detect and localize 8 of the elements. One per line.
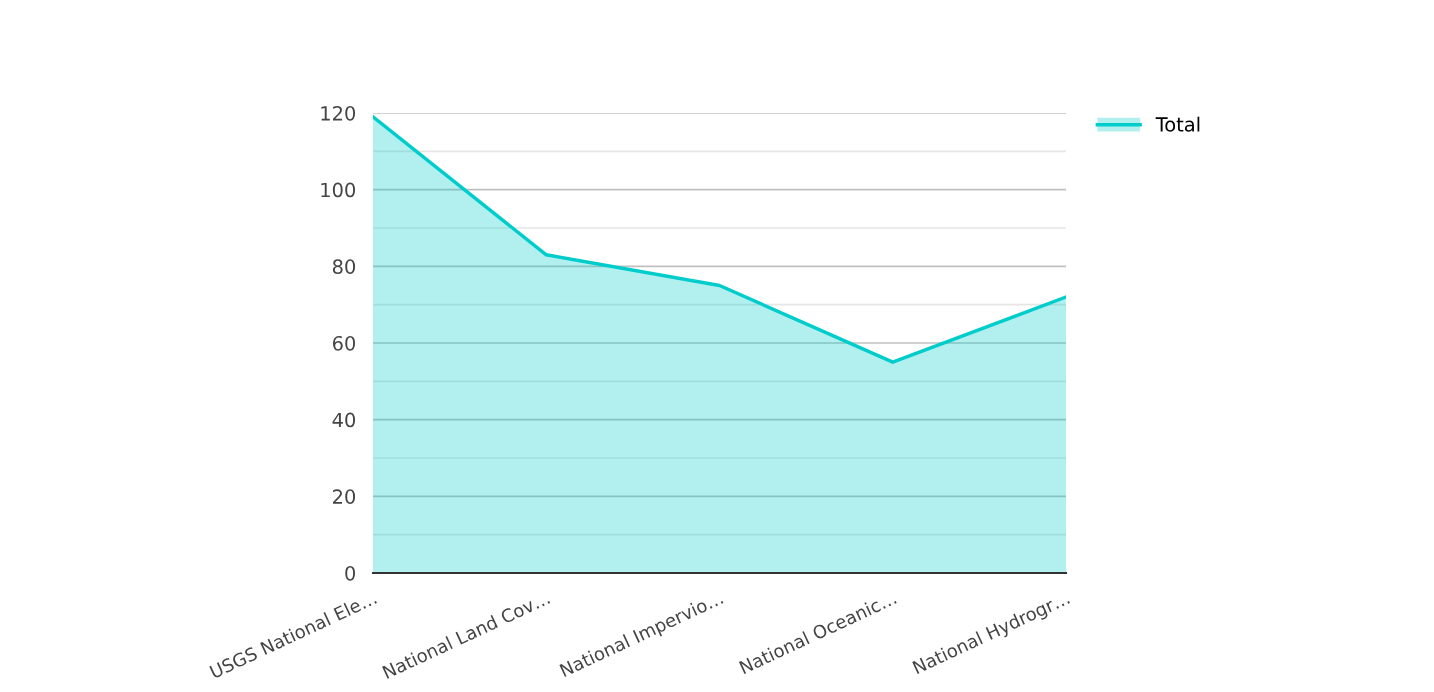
y-tick-label: 20 [333, 489, 356, 504]
y-tick-label: 120 [321, 105, 356, 121]
y-tick-label: 40 [332, 412, 356, 428]
y-tick-label: 80 [332, 259, 356, 274]
y-tick-label: 60 [332, 335, 356, 351]
y-tick-label: 0 [345, 565, 356, 581]
y-tick-label: 100 [321, 182, 356, 198]
legend-label: Total [1155, 116, 1200, 132]
